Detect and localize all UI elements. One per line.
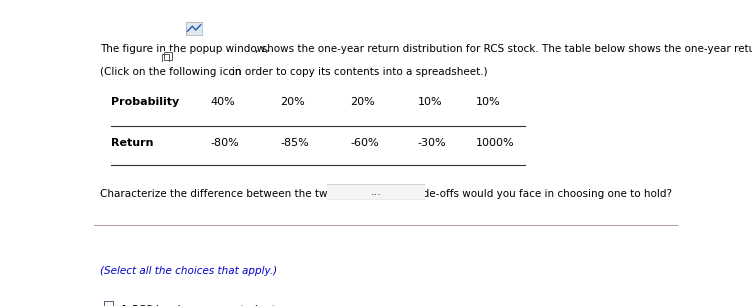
Text: -30%: -30% xyxy=(417,138,446,148)
Text: 1000%: 1000% xyxy=(476,138,514,148)
Text: -80%: -80% xyxy=(211,138,239,148)
Text: 40%: 40% xyxy=(211,97,235,107)
Text: (Click on the following icon: (Click on the following icon xyxy=(100,67,241,77)
Text: 10%: 10% xyxy=(476,97,500,107)
Text: ...: ... xyxy=(371,187,381,197)
Text: 20%: 20% xyxy=(280,97,305,107)
Text: -60%: -60% xyxy=(350,138,379,148)
Text: Return: Return xyxy=(111,138,154,148)
Text: -85%: -85% xyxy=(280,138,309,148)
Text: Probability: Probability xyxy=(111,97,180,107)
Bar xyxy=(164,52,171,60)
Text: in order to copy its contents into a spreadsheet.): in order to copy its contents into a spr… xyxy=(232,67,487,77)
Text: Characterize the difference between the two stocks. What trade-offs would you fa: Characterize the difference between the … xyxy=(100,189,672,199)
Bar xyxy=(105,301,113,306)
Text: A.: A. xyxy=(120,305,132,306)
Bar xyxy=(162,54,169,62)
Text: 20%: 20% xyxy=(350,97,375,107)
Text: , shows the one-year return distribution for RCS stock. The table below shows th: , shows the one-year return distribution… xyxy=(255,44,752,54)
Text: (Select all the choices that apply.): (Select all the choices that apply.) xyxy=(100,267,277,276)
FancyBboxPatch shape xyxy=(324,184,428,200)
Text: The figure in the popup window,: The figure in the popup window, xyxy=(100,44,268,54)
Text: 10%: 10% xyxy=(417,97,442,107)
Text: RCS has lower expected return.: RCS has lower expected return. xyxy=(132,305,297,306)
